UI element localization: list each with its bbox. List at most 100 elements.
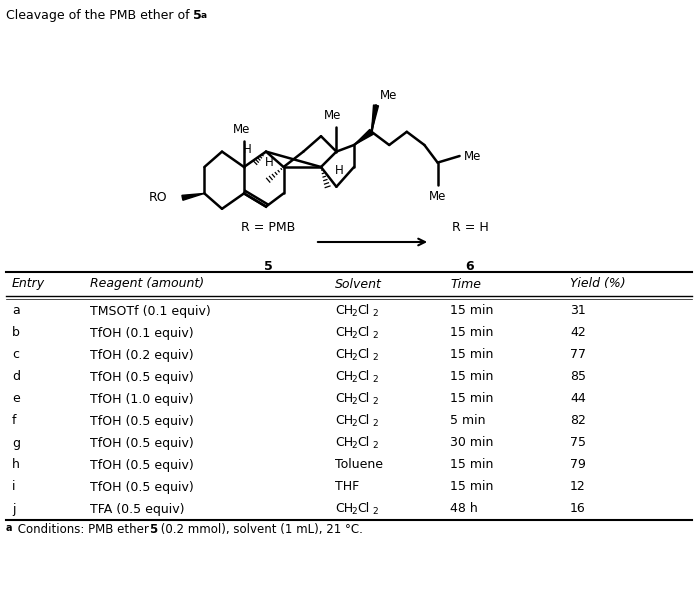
Text: Cl: Cl (357, 348, 369, 362)
Text: (0.2 mmol), solvent (1 mL), 21 °C.: (0.2 mmol), solvent (1 mL), 21 °C. (157, 523, 363, 536)
Text: 2: 2 (351, 507, 357, 517)
Text: 2: 2 (351, 310, 357, 318)
Text: TfOH (0.1 equiv): TfOH (0.1 equiv) (90, 326, 193, 340)
Text: CH: CH (335, 436, 353, 449)
Text: CH: CH (335, 305, 353, 318)
Text: 77: 77 (570, 348, 586, 362)
Text: Me: Me (324, 110, 341, 122)
Text: Cleavage of the PMB ether of: Cleavage of the PMB ether of (6, 9, 193, 22)
Text: R = H: R = H (452, 221, 489, 234)
Text: 6: 6 (466, 260, 475, 273)
Text: 15 min: 15 min (450, 348, 493, 362)
Text: a: a (12, 305, 20, 318)
Text: Me: Me (463, 149, 481, 163)
Text: Conditions: PMB ether: Conditions: PMB ether (14, 523, 153, 536)
Text: 15 min: 15 min (450, 392, 493, 406)
Text: Me: Me (380, 89, 397, 102)
Text: TfOH (0.2 equiv): TfOH (0.2 equiv) (90, 348, 193, 362)
Text: 2: 2 (372, 398, 378, 406)
Text: a: a (201, 11, 207, 20)
Text: 15 min: 15 min (450, 458, 493, 471)
Text: j: j (12, 502, 15, 515)
Text: THF: THF (335, 480, 359, 493)
Text: 5: 5 (193, 9, 202, 22)
Text: Reagent (amount): Reagent (amount) (90, 277, 204, 291)
Text: Cl: Cl (357, 305, 369, 318)
Text: e: e (12, 392, 20, 406)
Text: TfOH (0.5 equiv): TfOH (0.5 equiv) (90, 458, 194, 471)
Text: 82: 82 (570, 414, 586, 428)
Text: 44: 44 (570, 392, 586, 406)
Text: Entry: Entry (12, 277, 45, 291)
Text: Me: Me (233, 122, 251, 136)
Text: 5: 5 (149, 523, 157, 536)
Text: 48 h: 48 h (450, 502, 477, 515)
Text: CH: CH (335, 348, 353, 362)
Text: RO: RO (149, 192, 167, 204)
Text: TfOH (1.0 equiv): TfOH (1.0 equiv) (90, 392, 193, 406)
Text: c: c (12, 348, 19, 362)
Text: 2: 2 (372, 441, 378, 450)
Text: Cl: Cl (357, 370, 369, 384)
Text: 75: 75 (570, 436, 586, 449)
Text: CH: CH (335, 370, 353, 384)
Text: H: H (335, 163, 343, 176)
Text: CH: CH (335, 502, 353, 515)
Polygon shape (182, 193, 205, 200)
Text: 2: 2 (372, 310, 378, 318)
Text: 30 min: 30 min (450, 436, 493, 449)
Text: 16: 16 (570, 502, 586, 515)
Text: 2: 2 (372, 354, 378, 362)
Text: i: i (12, 480, 15, 493)
Text: Cl: Cl (357, 414, 369, 428)
Text: 15 min: 15 min (450, 305, 493, 318)
Text: CH: CH (335, 326, 353, 340)
Text: 42: 42 (570, 326, 586, 340)
Text: H: H (243, 143, 252, 156)
Text: 5: 5 (264, 260, 272, 273)
Text: 2: 2 (351, 419, 357, 428)
Text: 2: 2 (351, 441, 357, 450)
Text: 15 min: 15 min (450, 370, 493, 384)
Text: R = PMB: R = PMB (241, 221, 295, 234)
Text: g: g (12, 436, 20, 449)
Text: TfOH (0.5 equiv): TfOH (0.5 equiv) (90, 370, 194, 384)
Text: a: a (6, 523, 13, 533)
Text: 85: 85 (570, 370, 586, 384)
Text: Cl: Cl (357, 502, 369, 515)
Text: Cl: Cl (357, 326, 369, 340)
Text: 2: 2 (351, 354, 357, 362)
Text: TfOH (0.5 equiv): TfOH (0.5 equiv) (90, 436, 194, 449)
Text: 2: 2 (372, 419, 378, 428)
Text: Cl: Cl (357, 392, 369, 406)
Text: TMSOTf (0.1 equiv): TMSOTf (0.1 equiv) (90, 305, 211, 318)
Text: CH: CH (335, 392, 353, 406)
Text: TfOH (0.5 equiv): TfOH (0.5 equiv) (90, 414, 194, 428)
Text: H: H (265, 157, 274, 170)
Text: 5 min: 5 min (450, 414, 486, 428)
Polygon shape (371, 105, 378, 132)
Text: d: d (12, 370, 20, 384)
Text: 2: 2 (372, 507, 378, 517)
Text: Me: Me (429, 190, 446, 203)
Text: 31: 31 (570, 305, 586, 318)
Text: f: f (12, 414, 17, 428)
Text: 2: 2 (372, 332, 378, 340)
Text: 15 min: 15 min (450, 326, 493, 340)
Text: CH: CH (335, 414, 353, 428)
Text: 2: 2 (351, 398, 357, 406)
Text: Cl: Cl (357, 436, 369, 449)
Text: 12: 12 (570, 480, 586, 493)
Text: 15 min: 15 min (450, 480, 493, 493)
Text: Yield (%): Yield (%) (570, 277, 625, 291)
Text: h: h (12, 458, 20, 471)
Polygon shape (354, 129, 373, 145)
Text: Toluene: Toluene (335, 458, 383, 471)
Text: Solvent: Solvent (335, 277, 382, 291)
Text: 2: 2 (372, 376, 378, 384)
Text: TFA (0.5 equiv): TFA (0.5 equiv) (90, 502, 184, 515)
Text: b: b (12, 326, 20, 340)
Text: TfOH (0.5 equiv): TfOH (0.5 equiv) (90, 480, 194, 493)
Text: 2: 2 (351, 376, 357, 384)
Text: 2: 2 (351, 332, 357, 340)
